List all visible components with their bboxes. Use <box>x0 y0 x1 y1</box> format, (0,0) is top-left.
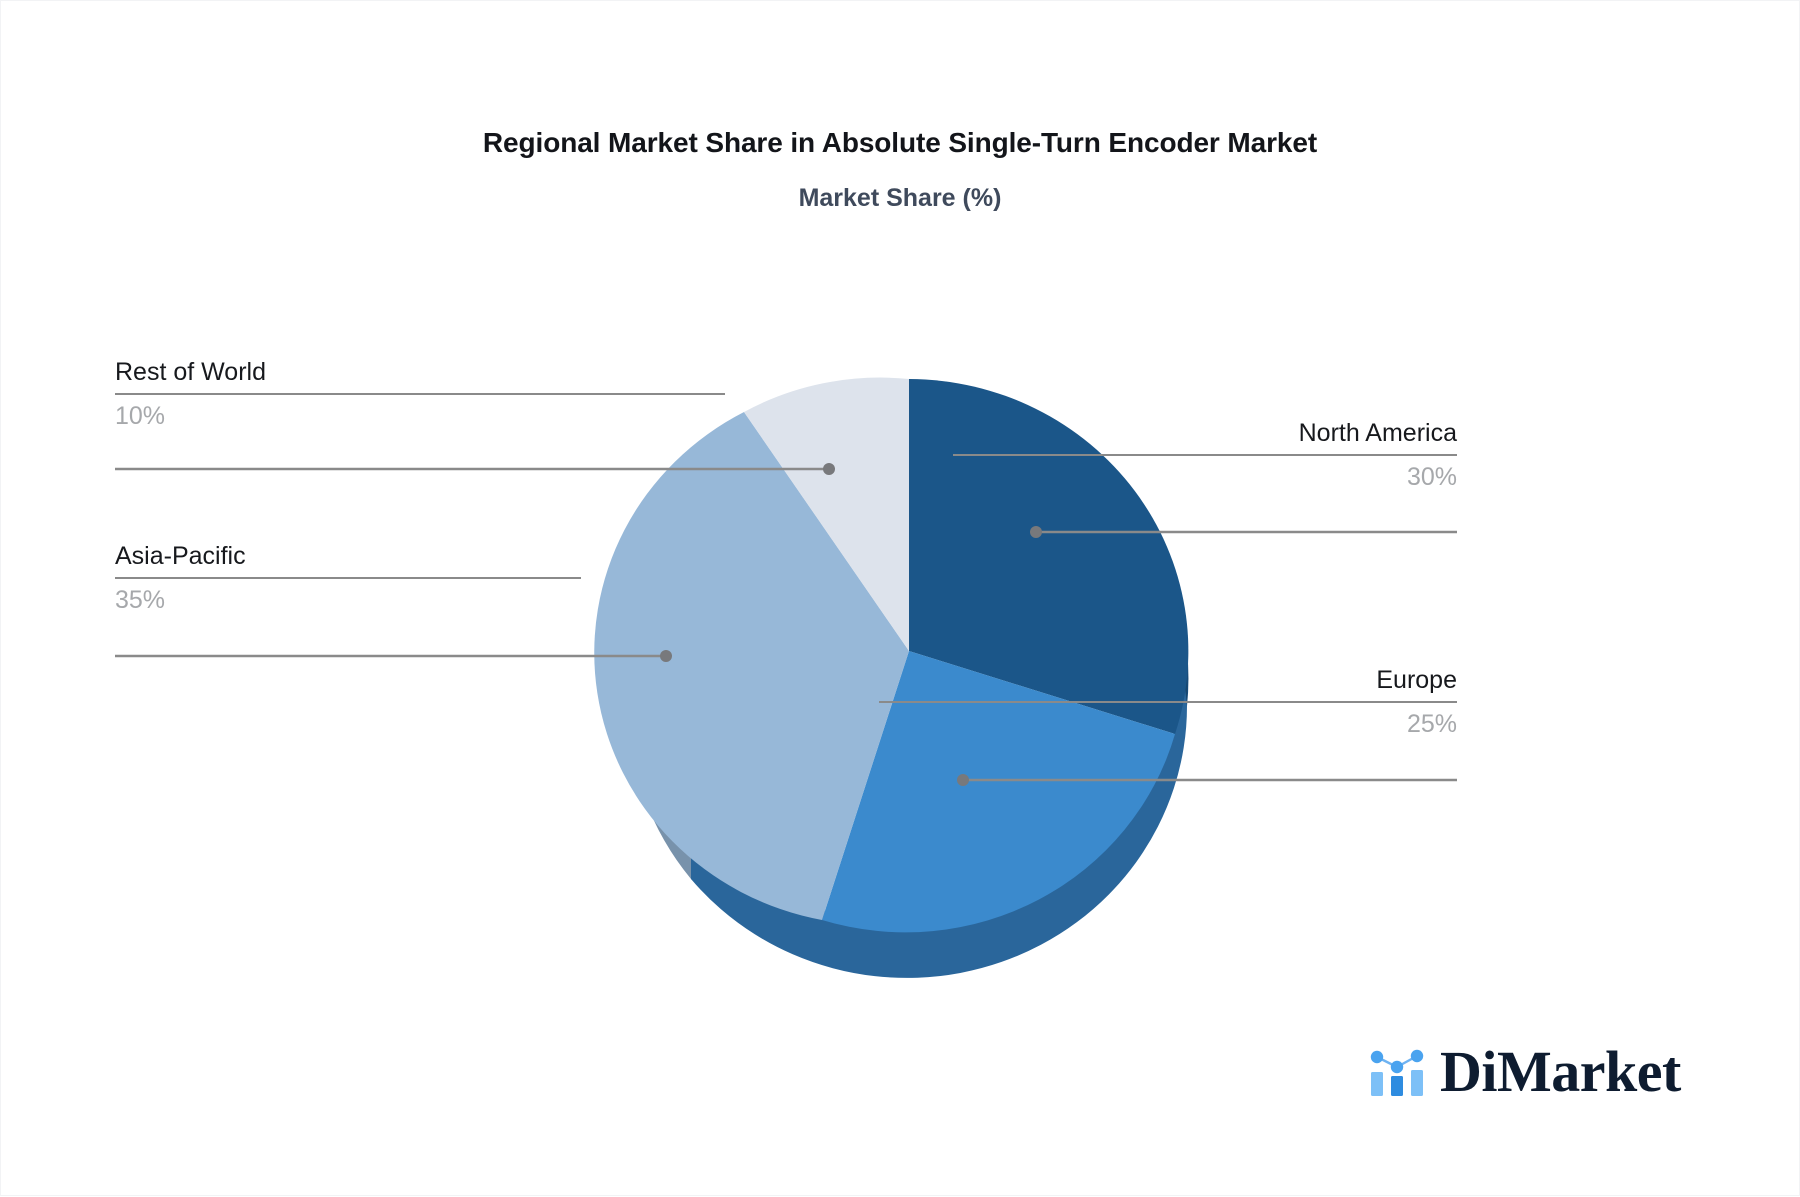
pie-slice-asia-pacific[interactable] <box>594 412 909 920</box>
callout-label-rest-of-world: Rest of World <box>115 358 266 386</box>
leader-dot-rest-of-world <box>823 463 835 475</box>
callout-label-europe: Europe <box>1376 666 1457 694</box>
pie-slice-rest-of-world[interactable] <box>744 377 909 651</box>
callout-value-north-america: 30% <box>1406 462 1457 491</box>
leader-dot-north-america <box>1030 526 1042 538</box>
callout-label-asia-pacific: Asia-Pacific <box>115 542 246 570</box>
chart-title: Regional Market Share in Absolute Single… <box>482 127 1318 158</box>
callout-value-europe: 25% <box>1406 709 1457 738</box>
callout-rest-of-world[interactable]: Rest of World 10% <box>115 358 725 431</box>
pie-side-asia-pacific <box>628 651 691 879</box>
brand-logo: DiMarket <box>1368 1043 1681 1101</box>
brand-logo-text: DiMarket <box>1440 1039 1681 1104</box>
pie-side-asia-pacific-lower <box>691 824 701 887</box>
callout-value-asia-pacific: 35% <box>115 585 166 614</box>
bar-chart-icon <box>1370 1049 1424 1096</box>
callout-rule-rest-of-world <box>115 392 725 395</box>
leader-dot-europe <box>957 774 969 786</box>
callout-europe[interactable]: Europe 25% <box>879 666 1457 739</box>
leader-dot-asia-pacific <box>660 650 672 662</box>
callout-asia-pacific[interactable]: Asia-Pacific 35% <box>115 542 581 615</box>
chart-subtitle: Market Share (%) <box>798 184 1002 212</box>
callout-north-america[interactable]: North America 30% <box>953 419 1457 492</box>
callout-rule-europe <box>879 700 1457 703</box>
callout-rule-asia-pacific <box>115 576 581 579</box>
callout-label-north-america: North America <box>1298 419 1457 447</box>
callout-value-rest-of-world: 10% <box>115 401 166 430</box>
callout-rule-north-america <box>953 453 1457 456</box>
